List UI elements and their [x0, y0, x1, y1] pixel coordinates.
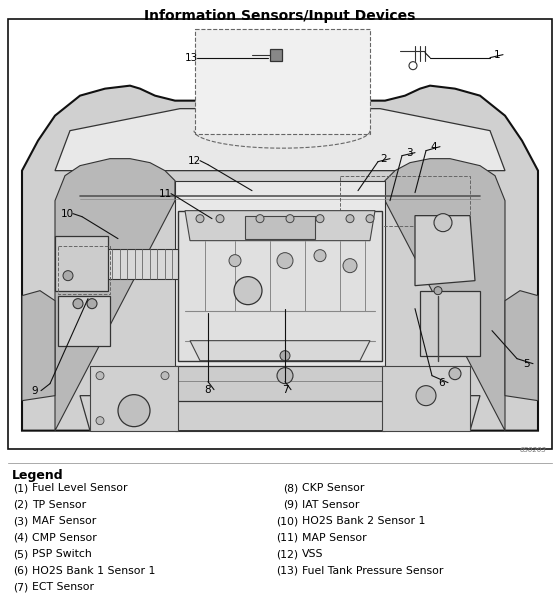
Circle shape	[409, 62, 417, 70]
Circle shape	[434, 214, 452, 232]
Circle shape	[216, 214, 224, 222]
Text: (13): (13)	[276, 566, 298, 576]
Text: 11: 11	[158, 189, 171, 199]
Circle shape	[73, 299, 83, 309]
Polygon shape	[382, 365, 470, 431]
Text: HO2S Bank 2 Sensor 1: HO2S Bank 2 Sensor 1	[302, 516, 426, 526]
Polygon shape	[245, 216, 315, 239]
Polygon shape	[385, 159, 505, 431]
Text: 4: 4	[431, 142, 437, 152]
Text: (11): (11)	[276, 533, 298, 543]
Polygon shape	[420, 291, 480, 356]
Circle shape	[314, 250, 326, 262]
Text: 1: 1	[494, 49, 500, 60]
Text: 6S0203: 6S0203	[520, 447, 547, 453]
Text: (6): (6)	[13, 566, 28, 576]
Text: 6: 6	[438, 378, 445, 387]
Text: (7): (7)	[13, 582, 28, 592]
Text: 12: 12	[188, 156, 200, 166]
Text: 2: 2	[381, 153, 388, 164]
Text: Legend: Legend	[12, 469, 64, 483]
Polygon shape	[185, 211, 375, 241]
Circle shape	[234, 277, 262, 305]
Text: CMP Sensor: CMP Sensor	[32, 533, 97, 543]
Polygon shape	[175, 181, 385, 431]
Text: (4): (4)	[13, 533, 28, 543]
Text: TP Sensor: TP Sensor	[32, 500, 86, 510]
Circle shape	[286, 214, 294, 222]
Polygon shape	[415, 216, 475, 286]
Text: MAP Sensor: MAP Sensor	[302, 533, 367, 543]
Bar	[58, 246, 110, 294]
Circle shape	[416, 386, 436, 406]
Text: 10: 10	[60, 208, 73, 219]
Polygon shape	[55, 159, 175, 431]
Circle shape	[449, 368, 461, 379]
Polygon shape	[80, 396, 480, 431]
Text: Fuel Tank Pressure Sensor: Fuel Tank Pressure Sensor	[302, 566, 444, 576]
Text: ECT Sensor: ECT Sensor	[32, 582, 94, 592]
Polygon shape	[178, 211, 382, 360]
Polygon shape	[22, 291, 55, 401]
Text: (10): (10)	[276, 516, 298, 526]
Circle shape	[96, 371, 104, 379]
Text: (8): (8)	[283, 483, 298, 494]
Circle shape	[196, 214, 204, 222]
Text: 7: 7	[282, 385, 288, 395]
Circle shape	[316, 214, 324, 222]
Circle shape	[343, 258, 357, 273]
Text: IAT Sensor: IAT Sensor	[302, 500, 360, 510]
Circle shape	[118, 395, 150, 426]
Circle shape	[277, 368, 293, 384]
Bar	[270, 49, 282, 60]
Polygon shape	[505, 291, 538, 401]
Text: (2): (2)	[13, 500, 28, 510]
Text: 8: 8	[205, 385, 211, 395]
Text: PSP Switch: PSP Switch	[32, 549, 92, 559]
Text: 9: 9	[32, 386, 38, 396]
Circle shape	[280, 351, 290, 360]
Bar	[195, 29, 370, 134]
Text: (12): (12)	[276, 549, 298, 559]
Circle shape	[277, 253, 293, 269]
Text: 13: 13	[184, 53, 198, 63]
Circle shape	[346, 214, 354, 222]
Circle shape	[96, 417, 104, 425]
Bar	[340, 175, 470, 225]
Text: (3): (3)	[13, 516, 28, 526]
Text: Fuel Level Sensor: Fuel Level Sensor	[32, 483, 128, 494]
Circle shape	[366, 214, 374, 222]
Text: HO2S Bank 1 Sensor 1: HO2S Bank 1 Sensor 1	[32, 566, 155, 576]
Polygon shape	[55, 109, 505, 170]
Text: 5: 5	[524, 359, 530, 368]
Polygon shape	[58, 296, 110, 346]
Circle shape	[229, 255, 241, 266]
Circle shape	[256, 214, 264, 222]
Text: Information Sensors/Input Devices: Information Sensors/Input Devices	[144, 9, 416, 23]
Text: (9): (9)	[283, 500, 298, 510]
Text: MAF Sensor: MAF Sensor	[32, 516, 96, 526]
Circle shape	[434, 287, 442, 295]
Polygon shape	[22, 86, 538, 431]
Polygon shape	[190, 341, 370, 360]
Text: (1): (1)	[13, 483, 28, 494]
Polygon shape	[55, 236, 108, 291]
Polygon shape	[175, 365, 385, 401]
Text: 3: 3	[405, 148, 412, 158]
Polygon shape	[105, 249, 178, 279]
Polygon shape	[90, 365, 178, 431]
Circle shape	[63, 271, 73, 280]
Circle shape	[161, 371, 169, 379]
Text: VSS: VSS	[302, 549, 324, 559]
Circle shape	[87, 299, 97, 309]
Text: (5): (5)	[13, 549, 28, 559]
Text: CKP Sensor: CKP Sensor	[302, 483, 365, 494]
